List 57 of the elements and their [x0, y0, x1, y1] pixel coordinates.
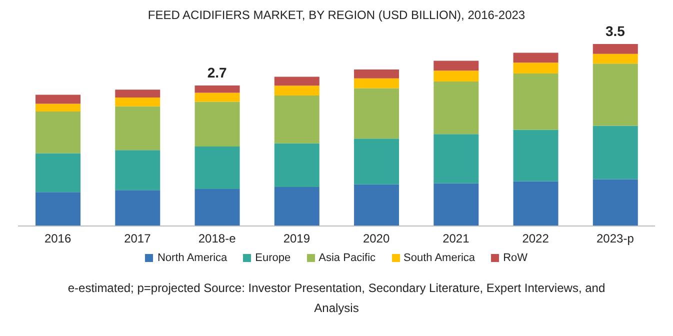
legend-label: RoW — [502, 252, 528, 264]
bar — [194, 92, 240, 102]
bar — [274, 143, 320, 188]
annotation: 2.7 — [207, 64, 228, 80]
bar — [513, 181, 558, 226]
x-tick-label: 2018-e — [198, 232, 236, 246]
bar — [354, 78, 400, 88]
bar — [434, 60, 479, 71]
bar — [354, 138, 400, 184]
bar — [36, 153, 81, 192]
bar — [115, 150, 160, 190]
bar — [274, 96, 320, 144]
text: e-estimated; p=projected Source: Investor Presentation, Secondary Literature, Expert Interviews, and Analysis — [66, 280, 606, 317]
legend-label: North America — [156, 252, 228, 264]
x-tick-label: 2016 — [44, 232, 72, 246]
bar — [513, 130, 558, 182]
bar — [36, 104, 81, 112]
x-tick-label: 2020 — [362, 232, 390, 246]
bar — [354, 69, 400, 78]
bar — [354, 184, 400, 226]
x-tick-label: 2023-p — [596, 232, 634, 246]
bar — [115, 106, 160, 150]
bar — [115, 90, 160, 98]
legend-label: Asia Pacific — [318, 252, 376, 264]
x-tick-label: 2019 — [283, 232, 310, 246]
bar — [434, 81, 479, 134]
x-tick-label: 2021 — [442, 232, 470, 246]
bar — [434, 70, 479, 82]
bar — [36, 192, 81, 226]
bar — [434, 183, 479, 226]
bar — [592, 54, 638, 64]
bar — [592, 44, 638, 54]
bar — [274, 86, 320, 96]
bar — [434, 134, 479, 184]
chart-title: FEED ACIDIFIERS MARKET, BY REGION (USD BILLION), 2016-2023 — [146, 8, 526, 22]
bar — [354, 88, 400, 139]
bar — [36, 112, 81, 154]
bar — [194, 102, 240, 146]
bar — [592, 179, 638, 226]
x-tick-label: 2017 — [124, 232, 152, 246]
bar — [36, 94, 81, 104]
bar — [115, 98, 160, 106]
bar — [194, 85, 240, 93]
annotation: 3.5 — [605, 23, 626, 39]
legend-label: South America — [402, 252, 476, 264]
x-tick-label: 2022 — [522, 232, 550, 246]
bar — [194, 189, 240, 226]
bar — [513, 62, 558, 74]
legend-label: Europe — [254, 252, 291, 264]
bar — [592, 126, 638, 180]
bar — [115, 190, 160, 226]
bar — [513, 73, 558, 130]
bar — [194, 146, 240, 190]
bar — [274, 76, 320, 86]
bar — [274, 187, 320, 226]
bar — [592, 64, 638, 126]
bar — [513, 52, 558, 63]
